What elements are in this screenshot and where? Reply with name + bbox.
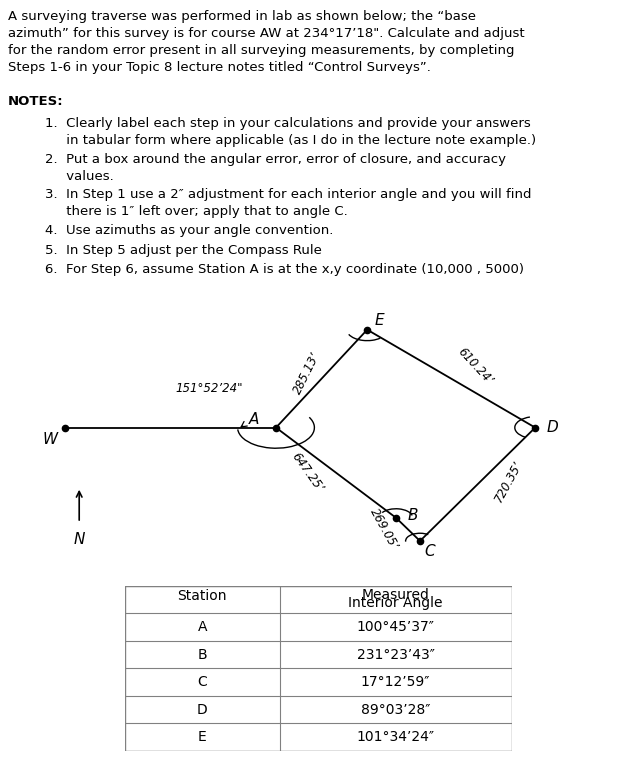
- Text: 269.05’: 269.05’: [368, 506, 401, 552]
- Text: 231°23’43″: 231°23’43″: [357, 647, 434, 662]
- Text: 285.13’: 285.13’: [291, 351, 323, 397]
- Text: B: B: [197, 647, 207, 662]
- Text: azimuth” for this survey is for course AW at 234°17’18". Calculate and adjust: azimuth” for this survey is for course A…: [8, 27, 525, 40]
- Text: 647.25’: 647.25’: [289, 450, 326, 495]
- Text: values.: values.: [45, 170, 114, 183]
- Text: 2.  Put a box around the angular error, error of closure, and accuracy: 2. Put a box around the angular error, e…: [45, 152, 506, 165]
- Text: 89°03’28″: 89°03’28″: [361, 702, 431, 716]
- Text: NOTES:: NOTES:: [8, 95, 64, 108]
- Text: C: C: [197, 675, 207, 689]
- Text: Interior Angle: Interior Angle: [348, 596, 443, 610]
- Text: for the random error present in all surveying measurements, by completing: for the random error present in all surv…: [8, 44, 515, 57]
- Text: N: N: [74, 532, 85, 547]
- Text: 1.  Clearly label each step in your calculations and provide your answers: 1. Clearly label each step in your calcu…: [45, 117, 531, 130]
- Text: 100°45’37″: 100°45’37″: [357, 620, 434, 634]
- Text: Steps 1-6 in your Topic 8 lecture notes titled “Control Surveys”.: Steps 1-6 in your Topic 8 lecture notes …: [8, 61, 431, 74]
- Text: A: A: [249, 412, 260, 427]
- Text: B: B: [407, 508, 418, 522]
- Text: W: W: [43, 432, 58, 447]
- Text: 151°52’24": 151°52’24": [175, 382, 243, 395]
- Text: 5.  In Step 5 adjust per the Compass Rule: 5. In Step 5 adjust per the Compass Rule: [45, 244, 322, 257]
- Text: 720.35’: 720.35’: [492, 459, 525, 505]
- Text: Station: Station: [177, 589, 227, 604]
- Text: there is 1″ left over; apply that to angle C.: there is 1″ left over; apply that to ang…: [45, 205, 348, 218]
- Text: C: C: [424, 544, 435, 558]
- Text: 3.  In Step 1 use a 2″ adjustment for each interior angle and you will find: 3. In Step 1 use a 2″ adjustment for eac…: [45, 188, 532, 201]
- Text: Measured: Measured: [362, 588, 429, 602]
- Text: D: D: [546, 420, 558, 435]
- Text: 610.24’: 610.24’: [455, 345, 495, 387]
- Text: 6.  For Step 6, assume Station A is at the x,y coordinate (10,000 , 5000): 6. For Step 6, assume Station A is at th…: [45, 264, 524, 277]
- Text: A surveying traverse was performed in lab as shown below; the “base: A surveying traverse was performed in la…: [8, 10, 476, 23]
- Text: E: E: [198, 730, 207, 744]
- Text: A: A: [197, 620, 207, 634]
- Text: 101°34’24″: 101°34’24″: [356, 730, 434, 744]
- Text: in tabular form where applicable (as I do in the lecture note example.): in tabular form where applicable (as I d…: [45, 134, 536, 147]
- Text: D: D: [197, 702, 208, 716]
- Text: E: E: [374, 313, 384, 328]
- Text: 17°12’59″: 17°12’59″: [361, 675, 431, 689]
- Text: 4.  Use azimuths as your angle convention.: 4. Use azimuths as your angle convention…: [45, 224, 333, 237]
